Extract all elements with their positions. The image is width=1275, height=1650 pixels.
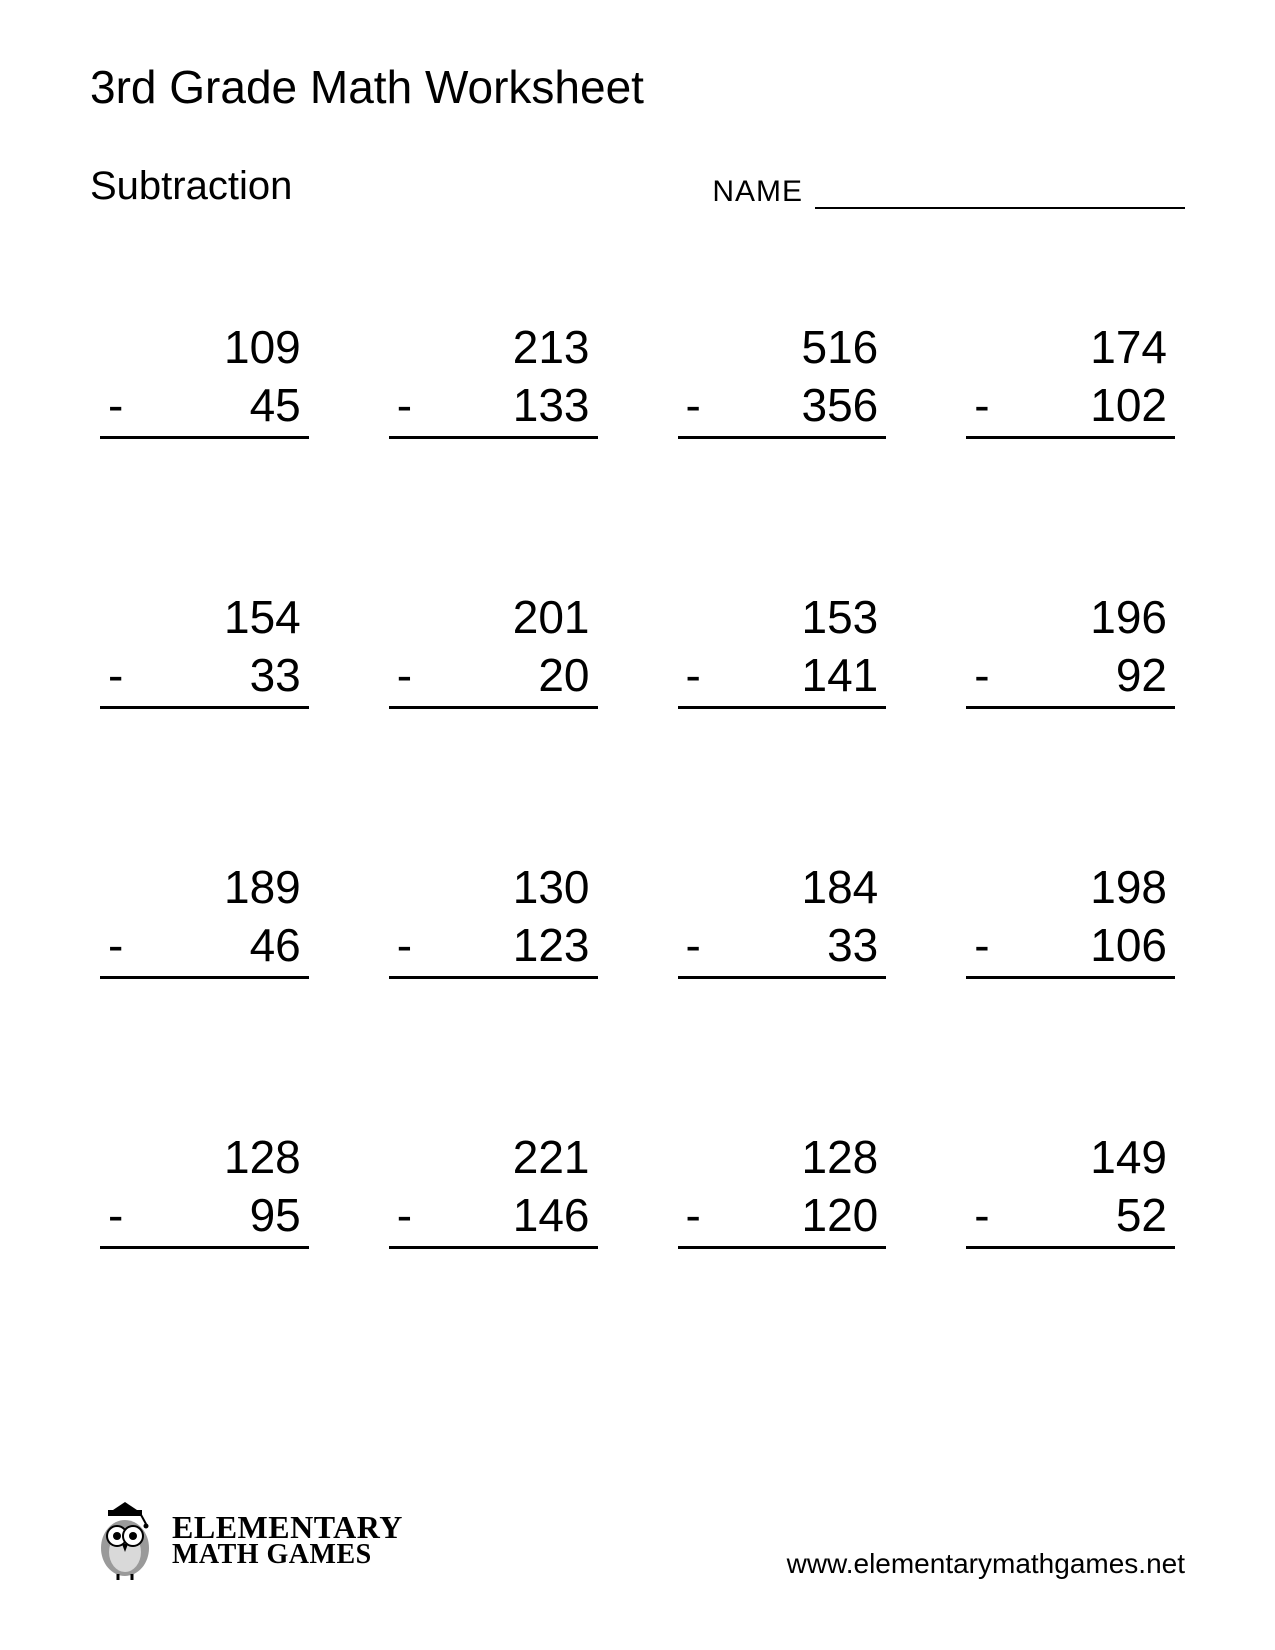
footer: Elementary Math Games www.elementarymath…: [90, 1500, 1185, 1580]
subtraction-problem: 516- 356: [678, 319, 887, 439]
minuend: 149: [966, 1129, 1175, 1187]
subtrahend: 46: [250, 917, 301, 975]
subtraction-problem: 198- 106: [966, 859, 1175, 979]
subtrahend: 52: [1116, 1187, 1167, 1245]
minus-operator: -: [108, 1187, 128, 1245]
logo-line2: Math Games: [172, 1542, 403, 1569]
subtrahend: 20: [538, 647, 589, 705]
subtrahend: 33: [250, 647, 301, 705]
subtraction-problem: 213- 133: [389, 319, 598, 439]
subtraction-problem: 130- 123: [389, 859, 598, 979]
name-blank-line[interactable]: [815, 183, 1185, 209]
worksheet-subtitle: Subtraction: [90, 164, 292, 209]
minuend: 130: [389, 859, 598, 917]
subtraction-problem: 109- 45: [100, 319, 309, 439]
subtrahend: 106: [1090, 917, 1167, 975]
problems-grid: 109-45213-133516-356174-102154-33201-201…: [90, 319, 1185, 1249]
subtrahend-row: - 123: [389, 917, 598, 980]
minuend: 128: [100, 1129, 309, 1187]
subtrahend-row: - 92: [966, 647, 1175, 710]
subtrahend: 133: [513, 377, 590, 435]
minuend: 221: [389, 1129, 598, 1187]
minuend: 201: [389, 589, 598, 647]
subtrahend-row: - 52: [966, 1187, 1175, 1250]
minus-operator: -: [974, 1187, 994, 1245]
minus-operator: -: [686, 647, 706, 705]
minuend: 154: [100, 589, 309, 647]
name-field: NAME: [712, 175, 1185, 209]
subtraction-problem: 128- 120: [678, 1129, 887, 1249]
subtrahend-row: - 141: [678, 647, 887, 710]
subtrahend: 120: [802, 1187, 879, 1245]
minus-operator: -: [686, 1187, 706, 1245]
minus-operator: -: [108, 917, 128, 975]
subtraction-problem: 128- 95: [100, 1129, 309, 1249]
subtrahend-row: - 46: [100, 917, 309, 980]
minuend: 516: [678, 319, 887, 377]
subtrahend-row: - 146: [389, 1187, 598, 1250]
logo: Elementary Math Games: [90, 1500, 403, 1580]
minuend: 198: [966, 859, 1175, 917]
subtrahend-row: - 33: [678, 917, 887, 980]
minus-operator: -: [397, 647, 417, 705]
subtrahend: 33: [827, 917, 878, 975]
minus-operator: -: [397, 377, 417, 435]
subtraction-problem: 153- 141: [678, 589, 887, 709]
logo-text: Elementary Math Games: [172, 1512, 403, 1569]
subtrahend: 102: [1090, 377, 1167, 435]
subtraction-problem: 196- 92: [966, 589, 1175, 709]
subtrahend: 141: [802, 647, 879, 705]
minus-operator: -: [397, 917, 417, 975]
minus-operator: -: [974, 917, 994, 975]
minus-operator: -: [686, 377, 706, 435]
name-label: NAME: [712, 175, 803, 209]
subtrahend: 146: [513, 1187, 590, 1245]
owl-icon: [90, 1500, 160, 1580]
subtraction-problem: 189- 46: [100, 859, 309, 979]
subtrahend: 95: [250, 1187, 301, 1245]
site-url: www.elementarymathgames.net: [787, 1548, 1185, 1580]
minus-operator: -: [974, 647, 994, 705]
subtrahend-row: - 33: [100, 647, 309, 710]
subtrahend-row: - 102: [966, 377, 1175, 440]
subtraction-problem: 154- 33: [100, 589, 309, 709]
subtrahend-row: - 45: [100, 377, 309, 440]
subtrahend-row: - 106: [966, 917, 1175, 980]
subtrahend: 356: [802, 377, 879, 435]
minuend: 184: [678, 859, 887, 917]
subtraction-problem: 201- 20: [389, 589, 598, 709]
minus-operator: -: [108, 377, 128, 435]
subtrahend: 45: [250, 377, 301, 435]
subtrahend-row: - 133: [389, 377, 598, 440]
subtrahend: 123: [513, 917, 590, 975]
logo-line1: Elementary: [172, 1512, 403, 1542]
subtraction-problem: 221- 146: [389, 1129, 598, 1249]
subtraction-problem: 149- 52: [966, 1129, 1175, 1249]
page-title: 3rd Grade Math Worksheet: [90, 60, 1185, 114]
subtrahend-row: - 120: [678, 1187, 887, 1250]
subtrahend-row: - 95: [100, 1187, 309, 1250]
minuend: 174: [966, 319, 1175, 377]
minuend: 213: [389, 319, 598, 377]
minuend: 189: [100, 859, 309, 917]
subtrahend-row: - 20: [389, 647, 598, 710]
subtraction-problem: 184- 33: [678, 859, 887, 979]
subtrahend: 92: [1116, 647, 1167, 705]
minus-operator: -: [397, 1187, 417, 1245]
minuend: 153: [678, 589, 887, 647]
subtraction-problem: 174- 102: [966, 319, 1175, 439]
minuend: 128: [678, 1129, 887, 1187]
minus-operator: -: [974, 377, 994, 435]
minuend: 109: [100, 319, 309, 377]
minus-operator: -: [686, 917, 706, 975]
subheader: Subtraction NAME: [90, 164, 1185, 209]
minuend: 196: [966, 589, 1175, 647]
minus-operator: -: [108, 647, 128, 705]
subtrahend-row: - 356: [678, 377, 887, 440]
